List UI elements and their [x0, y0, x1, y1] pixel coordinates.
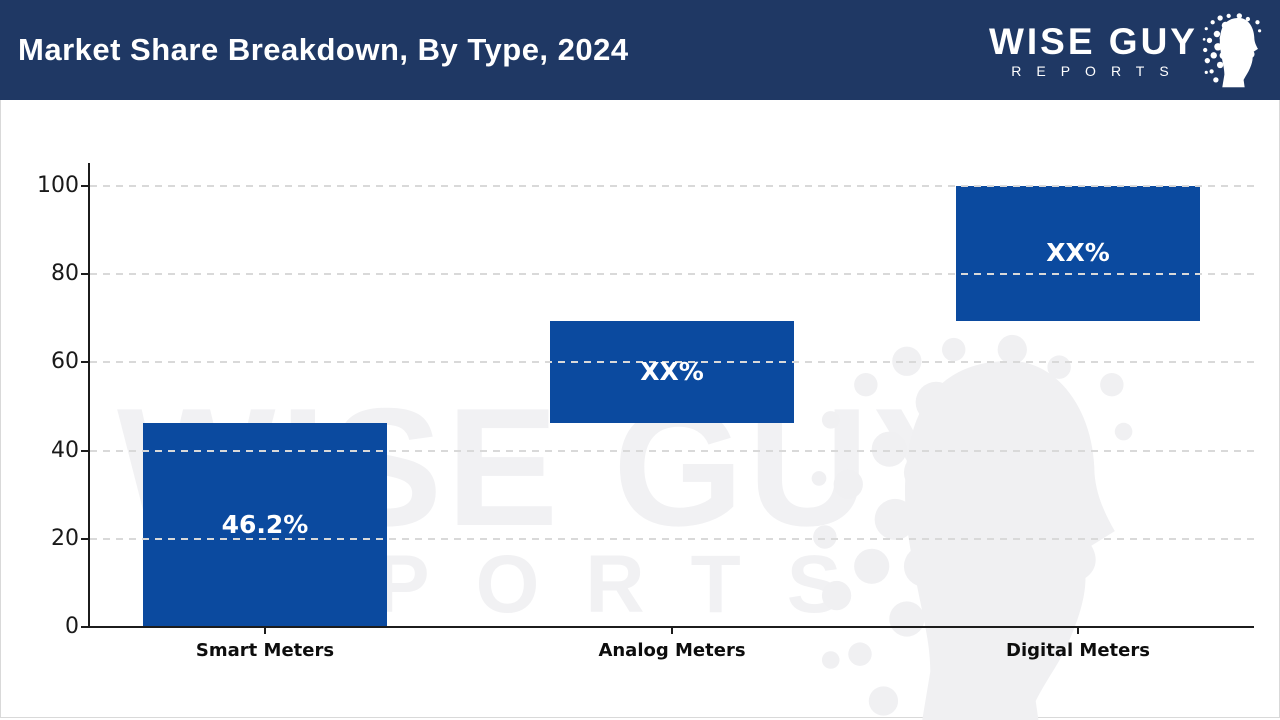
brand-logo: WISE GUY REPORTS	[989, 12, 1266, 88]
brand-subtitle-text: REPORTS	[1011, 62, 1184, 79]
chart-canvas: WISE GUY REPORTS 0 20 40 60 80 100 46.2% Smart …	[0, 100, 1280, 718]
y-tick-80	[81, 273, 88, 276]
page-title: Market Share Breakdown, By Type, 2024	[18, 32, 629, 67]
x-category-label: Smart Meters	[195, 640, 335, 661]
y-tick-label-100: 100	[37, 173, 79, 198]
x-category-label: Digital Meters	[1006, 640, 1150, 661]
gridline-60	[90, 361, 1254, 364]
y-tick-20	[81, 537, 88, 540]
gridline-100	[90, 185, 1254, 187]
y-axis-line	[88, 163, 90, 627]
x-tick-2	[671, 627, 673, 634]
bar-value-label: XX%	[1046, 238, 1110, 268]
x-tick-1	[264, 627, 266, 634]
header-bar: Market Share Breakdown, By Type, 2024 WI…	[0, 0, 1280, 100]
y-tick-40	[81, 449, 88, 452]
bar-value-label: XX%	[640, 357, 704, 387]
y-tick-label-80: 80	[51, 261, 79, 287]
gridline-20	[90, 537, 1254, 540]
y-tick-60	[81, 361, 88, 364]
y-tick-label-60: 60	[51, 349, 79, 375]
gridline-40	[90, 449, 1254, 452]
brand-wordmark: WISE GUY REPORTS	[989, 23, 1198, 78]
y-tick-0	[81, 626, 88, 628]
y-tick-100	[81, 185, 88, 187]
y-tick-label-0: 0	[65, 614, 79, 639]
bar-digital-meters	[956, 186, 1200, 321]
y-tick-label-40: 40	[51, 437, 79, 463]
y-tick-label-20: 20	[51, 525, 79, 551]
bar-value-label: 46.2%	[221, 510, 309, 540]
bar-smart-meters	[143, 423, 387, 627]
gridline-80	[90, 273, 1254, 276]
bar-analog-meters	[550, 320, 794, 424]
x-tick-3	[1077, 627, 1079, 634]
brand-name-text: WISE GUY	[988, 20, 1198, 62]
x-category-label: Analog Meters	[598, 640, 746, 661]
